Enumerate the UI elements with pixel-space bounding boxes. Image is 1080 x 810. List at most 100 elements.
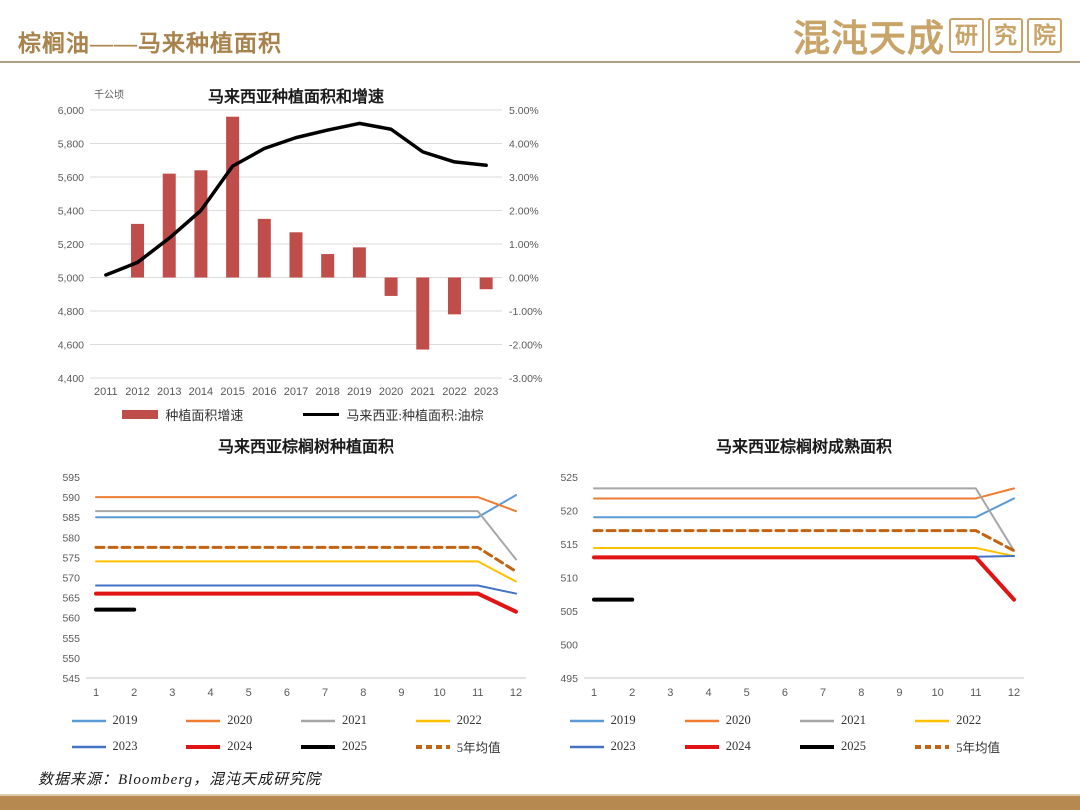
y-tick: 550 [62, 653, 80, 665]
x-tick: 2020 [379, 386, 403, 396]
chart-area-and-growth: 千公顷 马来西亚种植面积和增速 4,400 4,600 4,800 5,000 5,20… [58, 84, 548, 424]
mature-legend: 2019 2020 2021 2022 2023 2024 2025 5年均值 [569, 713, 1026, 756]
legend-swatch-2024 [684, 744, 719, 749]
y-tick: 555 [62, 633, 80, 645]
x-tick: 11 [970, 687, 981, 699]
legend-label: 2019 [610, 713, 636, 727]
x-tick: 2 [629, 687, 635, 699]
legend-item-2025: 2025 [300, 737, 411, 756]
x-tick: 2 [131, 687, 137, 699]
y-tick: 585 [62, 512, 80, 524]
bar-2016 [257, 218, 271, 278]
legend-label: 种植面积增速 [165, 408, 244, 423]
y-tick: 510 [560, 573, 578, 585]
x-tick: 8 [360, 687, 366, 699]
combo-chart-svg: 千公顷 马来西亚种植面积和增速 4,400 4,600 4,800 5,000 5,20… [58, 87, 543, 398]
x-tick: 9 [896, 687, 902, 699]
company-logo: 混沌天成 研 究 院 [793, 8, 1062, 62]
legend-swatch-2021 [300, 719, 335, 722]
x-tick: 2012 [125, 386, 149, 396]
series-5年均值 [592, 529, 1016, 553]
bar-2022 [447, 277, 461, 315]
series-2024 [94, 591, 518, 614]
x-tick: 10 [434, 687, 446, 699]
x-tick: 2017 [284, 386, 308, 396]
legend-swatch-2023 [71, 745, 106, 748]
legend-label: 2020 [725, 713, 751, 727]
legend-label: 2023 [610, 739, 636, 753]
legend-item-2024: 2024 [185, 737, 296, 756]
legend-item-2019: 2019 [569, 713, 680, 728]
header-divider [0, 61, 1080, 63]
y-tick: 590 [62, 492, 80, 504]
y-right-tick: 2.00% [509, 206, 539, 218]
legend-item-2019: 2019 [71, 713, 182, 728]
series-2021 [95, 510, 517, 561]
planted-chart-title: 马来西亚棕榈树种植面积 [218, 437, 394, 456]
planted-chart-svg: 马来西亚棕榈树种植面积 545 550 555 560 565 570 575 580 585 5… [62, 437, 526, 699]
legend-label: 2024 [725, 739, 751, 753]
bar-2018 [321, 254, 335, 278]
y-tick: 500 [560, 640, 578, 652]
x-tick: 4 [705, 687, 711, 699]
legend-item-2023: 2023 [71, 737, 182, 756]
legend-item-5年均值: 5年均值 [415, 737, 526, 756]
series-5年均值 [94, 545, 518, 573]
x-tick: 5 [744, 687, 750, 699]
x-tick: 2011 [94, 386, 118, 396]
x-tick: 1 [93, 687, 99, 699]
x-tick: 12 [510, 687, 522, 699]
y-tick: 545 [62, 673, 80, 685]
bar-2023 [479, 277, 493, 290]
y-left-tick: 5,800 [58, 139, 84, 151]
y-left-tick: 5,000 [58, 273, 84, 285]
bar-2017 [289, 232, 303, 278]
y-right-tick: 1.00% [509, 239, 539, 251]
bar-2020 [384, 277, 398, 296]
legend-label: 5年均值 [956, 741, 1000, 755]
bar-2019 [352, 247, 366, 278]
y-right-tick: 3.00% [509, 172, 539, 184]
x-tick: 1 [591, 687, 597, 699]
logo-box-char: 研 [949, 17, 984, 53]
legend-swatch-2019 [71, 719, 106, 722]
legend-label: 2021 [840, 713, 866, 727]
x-tick: 12 [1008, 687, 1020, 699]
x-tick: 2019 [347, 386, 371, 396]
legend-swatch-2020 [186, 719, 221, 722]
x-tick: 2014 [189, 386, 213, 396]
y-tick: 575 [62, 552, 80, 564]
legend-swatch-2022 [915, 719, 950, 722]
y-tick: 570 [62, 573, 80, 585]
y-tick: 495 [560, 673, 578, 685]
legend-label: 2020 [227, 713, 253, 727]
series-2019 [593, 497, 1015, 519]
series-2023 [95, 584, 517, 595]
legend-swatch-5年均值 [915, 744, 950, 749]
logo-box-char: 院 [1027, 17, 1062, 53]
x-tick: 11 [472, 687, 483, 699]
legend-swatch-2021 [799, 719, 834, 722]
legend-item-2025: 2025 [799, 737, 910, 756]
mature-chart-title: 马来西亚棕榈树成熟面积 [716, 437, 892, 456]
y-right-tick: -2.00% [509, 340, 542, 352]
series-2020 [95, 496, 517, 513]
legend-label: 马来西亚:种植面积:油棕 [346, 408, 484, 423]
legend-item-2024: 2024 [684, 737, 795, 756]
x-tick: 9 [398, 687, 404, 699]
y-left-tick: 6,000 [58, 105, 84, 117]
legend-swatch-2025 [799, 744, 834, 749]
chart-planted-area: 马来西亚棕榈树种植面积 545 550 555 560 565 570 575 580 585 5… [56, 432, 540, 756]
series-2019 [95, 494, 517, 519]
x-tick: 2021 [411, 386, 435, 396]
y-tick: 525 [560, 472, 578, 484]
x-tick: 2015 [220, 386, 244, 396]
series-2021 [593, 487, 1015, 552]
planted-legend: 2019 2020 2021 2022 2023 2024 2025 5年均值 [71, 713, 526, 756]
series-2024 [592, 555, 1016, 602]
legend-item-2020: 2020 [185, 713, 296, 728]
legend-label: 5年均值 [456, 741, 501, 755]
y-left-tick: 4,600 [58, 340, 84, 352]
